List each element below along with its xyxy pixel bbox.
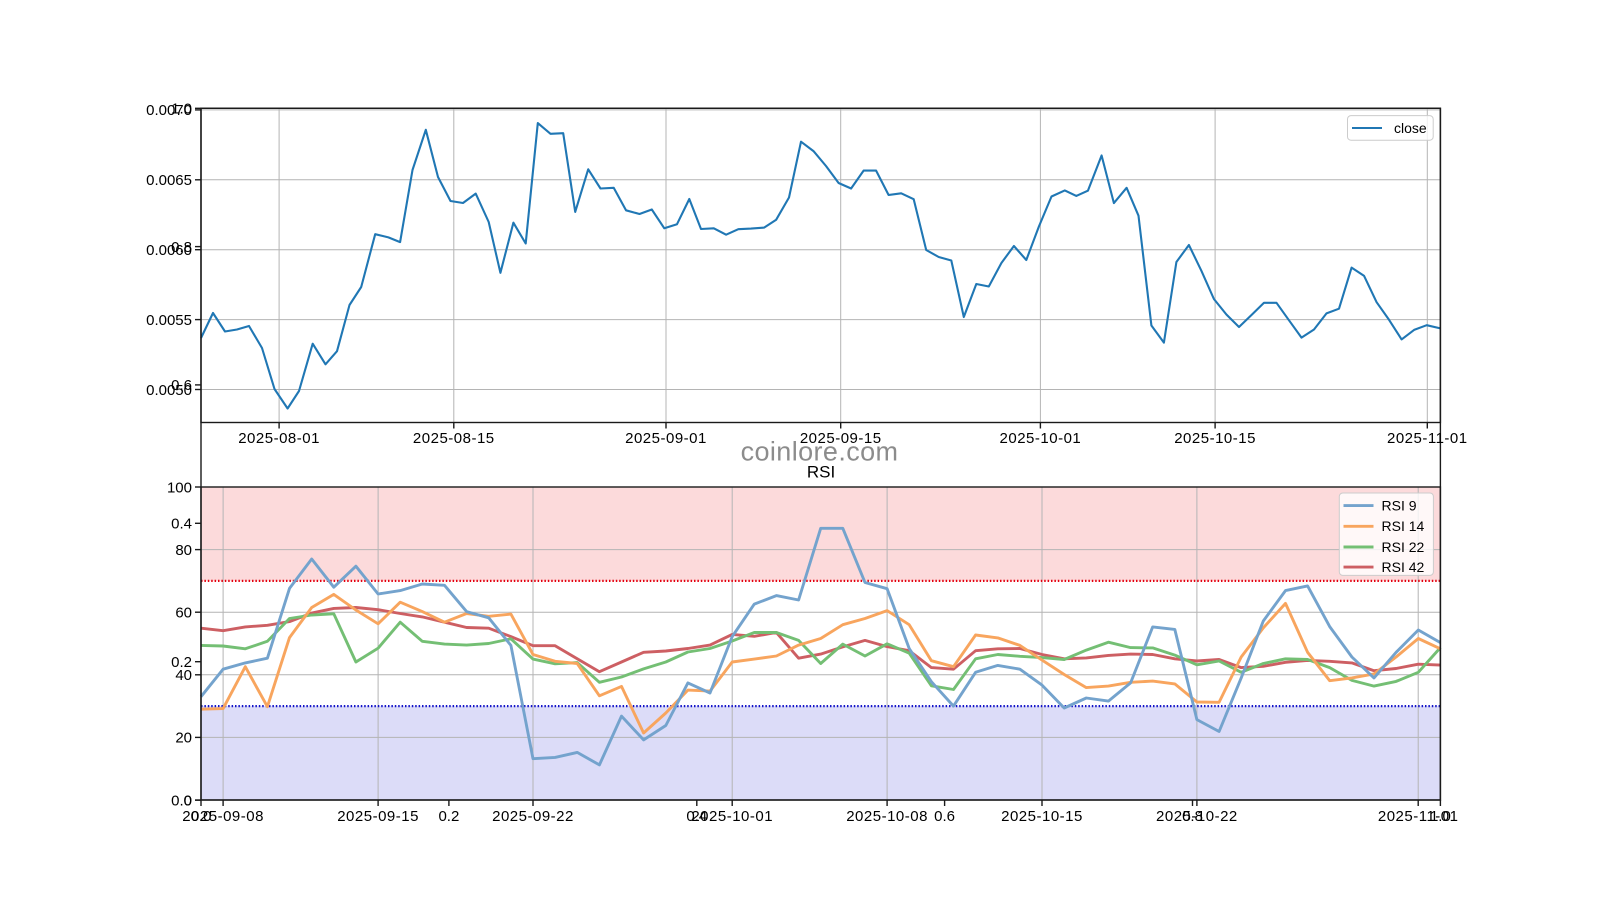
svg-text:0.0: 0.0 (191, 808, 212, 825)
svg-text:40: 40 (175, 667, 192, 684)
svg-text:0.0: 0.0 (171, 793, 192, 810)
svg-text:0.6: 0.6 (934, 808, 955, 825)
svg-text:RSI 14: RSI 14 (1382, 518, 1425, 534)
svg-text:close: close (1394, 120, 1427, 136)
svg-text:2025-10-01: 2025-10-01 (691, 808, 773, 825)
svg-text:100: 100 (167, 479, 192, 496)
svg-text:RSI 42: RSI 42 (1382, 559, 1425, 575)
svg-text:0.0050: 0.0050 (146, 382, 192, 399)
svg-text:0.8: 0.8 (1182, 808, 1203, 825)
svg-text:2025-08-01: 2025-08-01 (238, 430, 320, 447)
svg-text:1.0: 1.0 (1430, 808, 1451, 825)
svg-text:0.2: 0.2 (438, 808, 459, 825)
svg-text:2025-10-01: 2025-10-01 (1000, 430, 1082, 447)
svg-text:2025-09-15: 2025-09-15 (800, 430, 882, 447)
svg-text:0: 0 (184, 792, 192, 809)
svg-text:0.0060: 0.0060 (146, 242, 192, 259)
svg-text:coinlore.com: coinlore.com (741, 437, 899, 467)
svg-text:2025-10-15: 2025-10-15 (1174, 430, 1256, 447)
svg-text:80: 80 (175, 542, 192, 559)
svg-text:2025-11-01: 2025-11-01 (1378, 808, 1459, 825)
svg-text:2025-09-01: 2025-09-01 (625, 430, 707, 447)
svg-text:2025-08-15: 2025-08-15 (413, 430, 495, 447)
svg-text:0.0055: 0.0055 (146, 312, 192, 329)
svg-text:2025-10-22: 2025-10-22 (1156, 808, 1238, 825)
svg-text:2025-11-01: 2025-11-01 (1387, 430, 1468, 447)
svg-text:0.0065: 0.0065 (146, 172, 192, 189)
svg-text:RSI 22: RSI 22 (1382, 539, 1425, 555)
svg-text:2025-09-15: 2025-09-15 (337, 808, 419, 825)
svg-text:0.4: 0.4 (171, 516, 192, 533)
svg-text:2025-09-22: 2025-09-22 (492, 808, 574, 825)
svg-text:1.0: 1.0 (171, 101, 192, 118)
svg-text:RSI: RSI (807, 462, 835, 481)
svg-text:0.0070: 0.0070 (146, 102, 192, 119)
svg-text:0.8: 0.8 (171, 239, 192, 256)
svg-text:0.4: 0.4 (686, 808, 707, 825)
svg-text:60: 60 (175, 605, 192, 622)
svg-text:0.6: 0.6 (171, 377, 192, 394)
svg-text:0.2: 0.2 (171, 654, 192, 671)
svg-text:RSI 9: RSI 9 (1382, 497, 1417, 513)
svg-text:2025-09-08: 2025-09-08 (182, 808, 264, 825)
svg-text:2025-10-15: 2025-10-15 (1001, 808, 1083, 825)
svg-text:20: 20 (175, 730, 192, 747)
svg-text:2025-10-08: 2025-10-08 (846, 808, 928, 825)
